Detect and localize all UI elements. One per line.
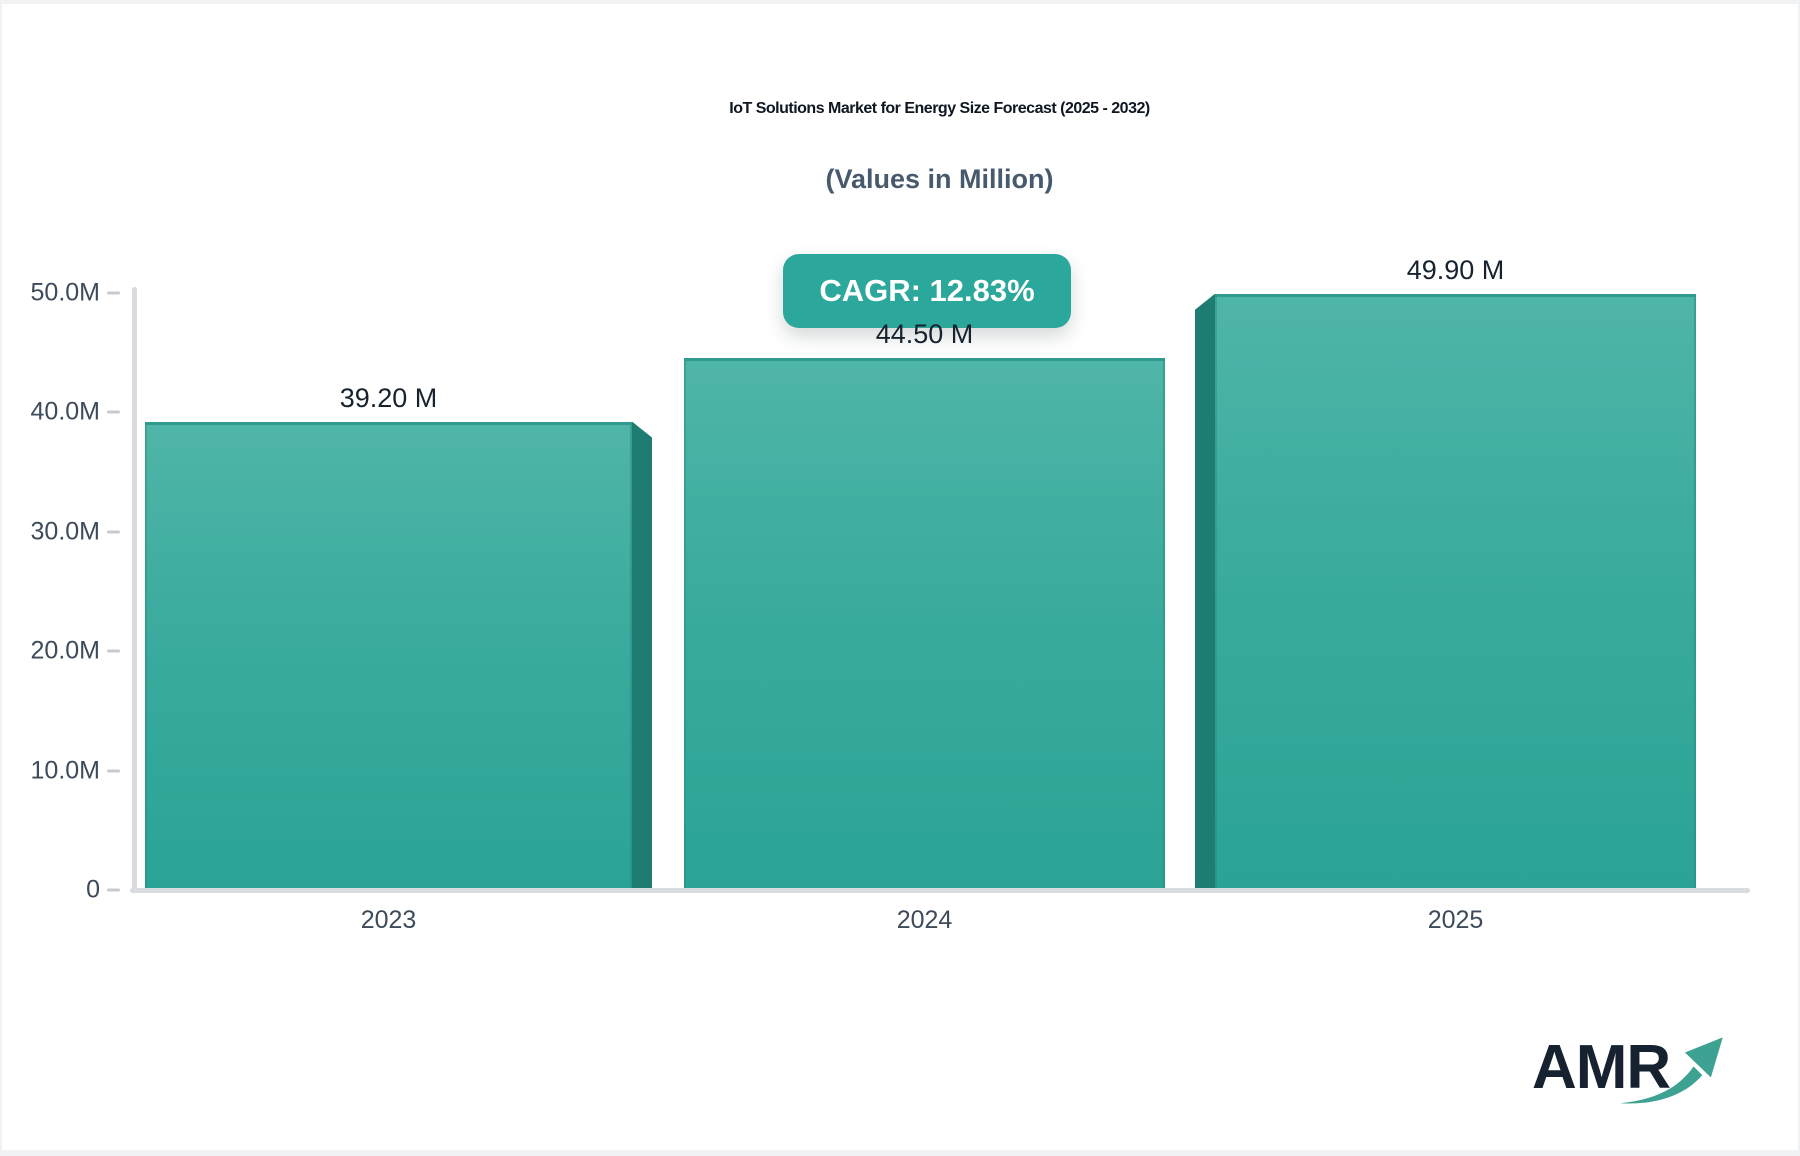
y-tick-mark [107,888,120,892]
y-tick-label-10.0M: 10.0M [30,756,100,784]
growth-arrow-icon [1618,1034,1726,1117]
chart-card: IoT Solutions Market for Energy Size For… [2,4,1798,1150]
x-axis-line [130,888,1750,893]
bar-2023[interactable] [145,421,632,893]
cagr-badge: CAGR: 12.83% [783,254,1071,328]
bar-2025[interactable] [1215,293,1696,893]
bar-value-label-2024: 44.50 M [875,319,974,350]
y-tick-label-30.0M: 30.0M [30,517,100,545]
y-tick-label-0: 0 [86,875,100,904]
chart-subtitle: (Values in Million) [825,164,1054,194]
bar-2024[interactable] [684,358,1165,893]
bar-value-label-2023: 39.20 M [339,382,438,413]
y-tick-mark [107,769,120,772]
bar-3d-side-2025 [1195,293,1215,890]
x-axis-label-2023: 2023 [360,906,417,934]
y-axis-line [132,287,137,890]
y-tick-mark [107,410,120,414]
y-tick-label-50.0M: 50.0M [30,278,100,306]
amr-logo: AMR [1532,1032,1732,1122]
y-tick-mark [107,649,120,653]
bar-3d-side-2023 [632,421,652,890]
x-axis-label-2025: 2025 [1427,906,1484,934]
y-tick-label-20.0M: 20.0M [30,636,100,665]
amr-logo-text: AMR [1532,1033,1671,1102]
y-tick-mark [107,530,120,533]
y-tick-label-40.0M: 40.0M [30,397,100,426]
chart-title: IoT Solutions Market for Energy Size For… [729,100,1150,117]
y-tick-mark [107,291,120,294]
x-axis-label-2024: 2024 [896,906,953,934]
bar-value-label-2025: 49.90 M [1406,254,1505,285]
